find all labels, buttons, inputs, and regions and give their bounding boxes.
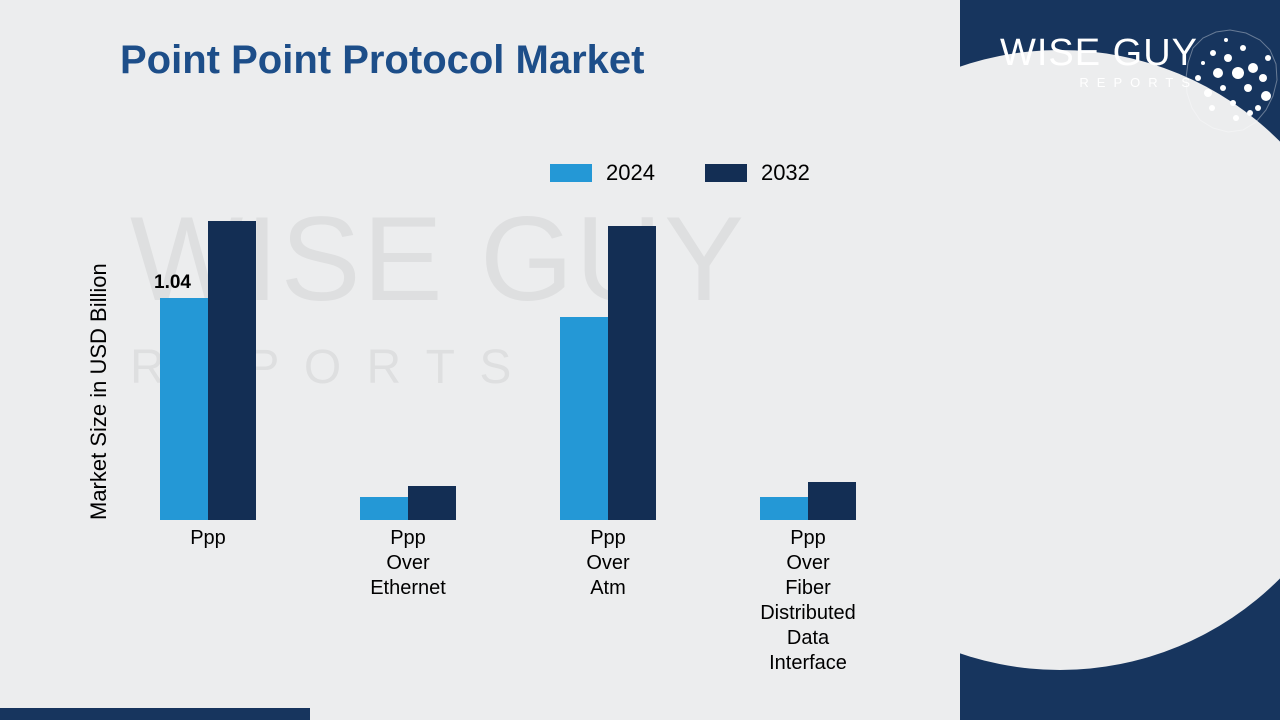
x-axis-category-label: PppOverAtm — [528, 526, 688, 601]
bar — [208, 221, 256, 520]
x-axis-category-label: PppOverFiberDistributedDataInterface — [728, 526, 888, 676]
legend-label: 2032 — [761, 160, 810, 186]
legend-swatch — [550, 164, 592, 182]
bar — [160, 298, 208, 520]
legend-item: 2024 — [550, 160, 655, 186]
bar — [808, 482, 856, 520]
bar — [560, 317, 608, 520]
bar — [360, 497, 408, 520]
chart-title: Point Point Protocol Market — [120, 38, 644, 83]
bar — [760, 497, 808, 520]
brand-logo: WISE GUY REPORTS — [1000, 32, 1198, 90]
legend: 2024 2032 — [550, 160, 810, 186]
brand-logo-line1: WISE GUY — [1000, 32, 1198, 75]
plot-area: 1.04 — [108, 200, 908, 520]
brand-logo-line2: REPORTS — [1000, 75, 1198, 90]
x-axis-category-label: PppOverEthernet — [328, 526, 488, 601]
brand-head-icon — [1178, 18, 1280, 138]
bar — [408, 486, 456, 520]
legend-swatch — [705, 164, 747, 182]
bar-value-label: 1.04 — [154, 272, 191, 294]
legend-label: 2024 — [606, 160, 655, 186]
bar — [608, 226, 656, 520]
x-axis-category-label: Ppp — [128, 526, 288, 551]
footer-accent-bar — [0, 708, 310, 720]
legend-item: 2032 — [705, 160, 810, 186]
